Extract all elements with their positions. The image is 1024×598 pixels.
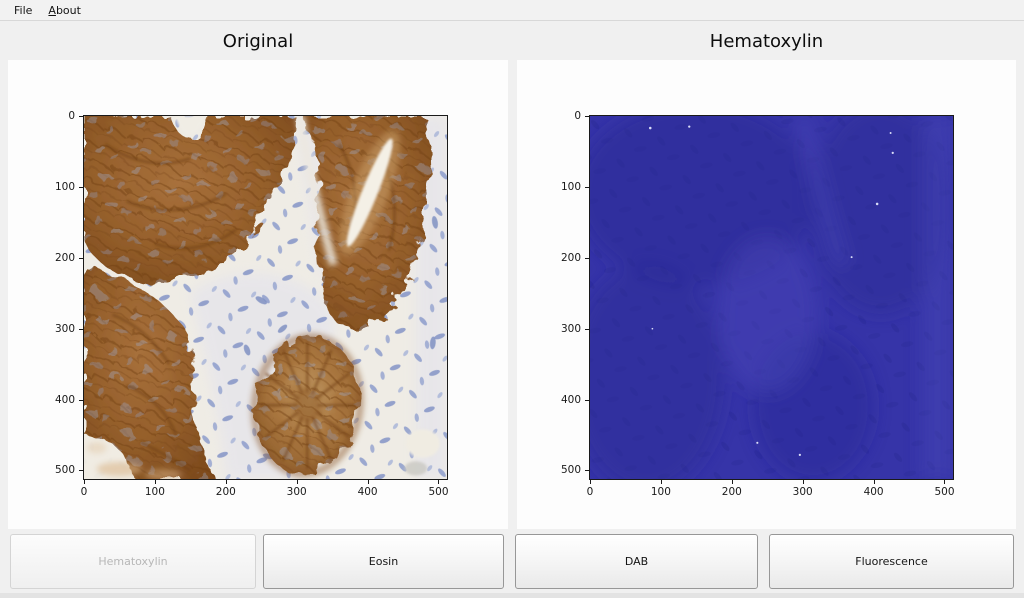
x-tick-label: 300 [792, 486, 813, 498]
x-tick-label: 500 [428, 486, 449, 498]
y-tick [585, 470, 589, 472]
x-tick [225, 480, 227, 484]
hematoxylin-image [590, 116, 953, 479]
x-tick-label: 400 [357, 486, 378, 498]
eosin-button[interactable]: Eosin [263, 534, 504, 589]
plot-original: 0 100 200 300 400 500 0 100 200 300 400 500 [55, 110, 449, 498]
original-image [84, 116, 447, 479]
y-tick-label: 200 [560, 251, 581, 264]
x-tick [590, 480, 591, 484]
panel-title-original: Original [222, 31, 294, 52]
y-tick [79, 257, 83, 259]
y-tick [585, 186, 589, 188]
y-tick-label: 0 [68, 110, 75, 122]
x-tick-label: 200 [215, 486, 236, 498]
x-tick-label: 400 [863, 486, 884, 498]
y-tick-label: 100 [54, 180, 75, 193]
x-tick-label: 0 [586, 486, 594, 498]
y-tick-label: 400 [54, 393, 75, 406]
x-tick [660, 480, 662, 484]
y-tick [79, 328, 83, 330]
y-tick [585, 328, 589, 330]
y-tick-label: 500 [54, 464, 75, 477]
x-tick [154, 480, 156, 484]
y-tick [585, 116, 589, 117]
x-tick-label: 100 [144, 486, 165, 498]
y-tick [585, 257, 589, 259]
menubar: File About [0, 0, 1024, 21]
x-tick-label: 200 [721, 486, 742, 498]
menu-file[interactable]: File [14, 3, 33, 17]
y-tick [585, 399, 589, 401]
y-tick-label: 0 [574, 110, 581, 122]
panel-hematoxylin: 0 100 200 300 400 500 0 100 200 300 400 500 [517, 60, 1016, 529]
x-tick [802, 480, 804, 484]
y-tick-label: 400 [560, 393, 581, 406]
y-tick-label: 500 [560, 464, 581, 477]
panel-original: 0 100 200 300 400 500 0 100 200 300 400 500 [8, 60, 508, 529]
window-bottom-edge [0, 593, 1024, 598]
x-tick-label: 100 [650, 486, 671, 498]
x-tick [438, 480, 440, 484]
x-tick [367, 480, 369, 484]
y-tick-label: 200 [54, 251, 75, 264]
y-tick-label: 100 [560, 180, 581, 193]
y-tick [79, 399, 83, 401]
x-tick [296, 480, 298, 484]
x-tick [84, 480, 85, 484]
x-tick-label: 0 [80, 486, 88, 498]
y-tick [79, 470, 83, 472]
fluorescence-button[interactable]: Fluorescence [769, 534, 1014, 589]
y-tick-label: 300 [54, 322, 75, 335]
menu-about[interactable]: About [48, 3, 81, 17]
panel-title-hematoxylin: Hematoxylin [709, 31, 824, 52]
x-tick-label: 300 [286, 486, 307, 498]
hematoxylin-button[interactable]: Hematoxylin [10, 534, 256, 589]
x-tick [731, 480, 733, 484]
y-tick [79, 186, 83, 188]
y-tick [79, 116, 83, 117]
y-tick-label: 300 [560, 322, 581, 335]
plot-hematoxylin: 0 100 200 300 400 500 0 100 200 300 400 500 [561, 110, 955, 498]
x-tick-label: 500 [934, 486, 955, 498]
x-tick [944, 480, 946, 484]
x-tick [873, 480, 875, 484]
dab-button[interactable]: DAB [515, 534, 758, 589]
